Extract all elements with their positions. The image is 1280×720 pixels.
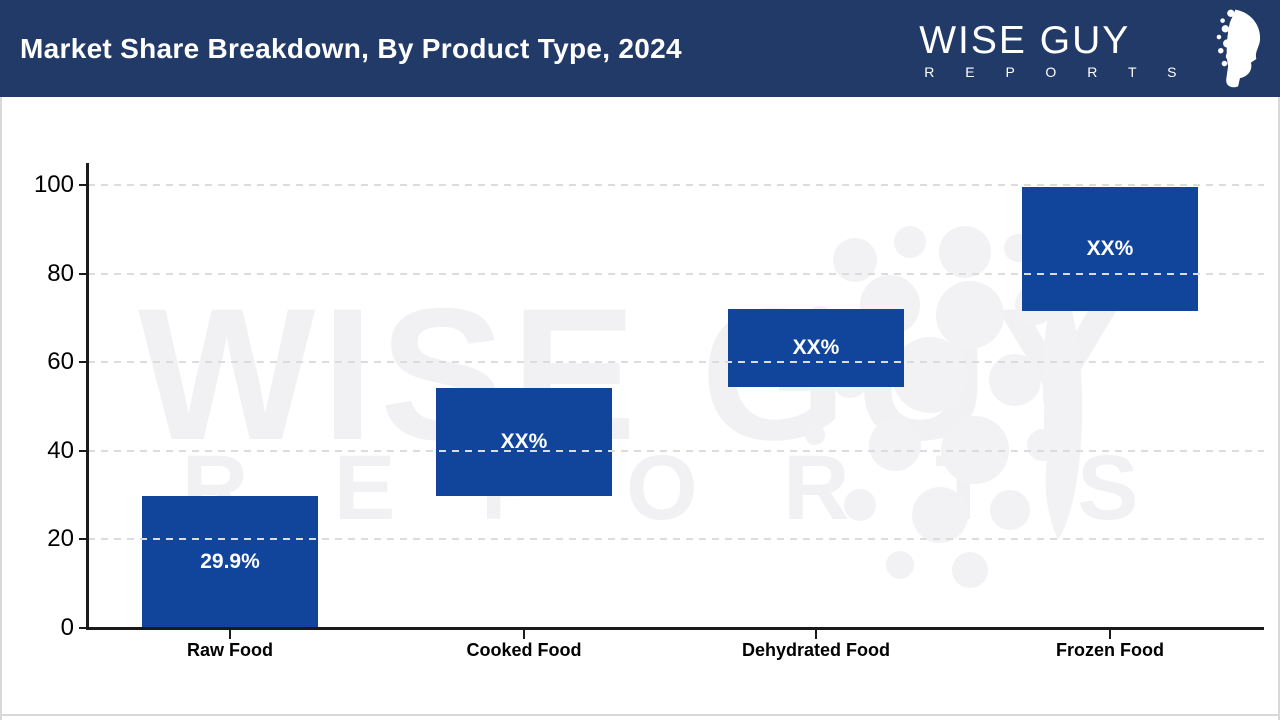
y-tick <box>79 361 88 364</box>
brand-logo: WISE GUY R E P O R T S <box>919 8 1266 92</box>
bar-label: XX% <box>500 429 548 453</box>
bar-dehydrated-food <box>728 309 904 388</box>
y-tick-label: 80 <box>47 259 74 287</box>
x-tick-label: Cooked Food <box>466 640 582 660</box>
y-tick-label: 100 <box>33 171 74 198</box>
y-tick <box>79 272 88 275</box>
y-tick-label: 0 <box>60 614 74 641</box>
logo-face-icon <box>1192 6 1266 95</box>
logo-wordmark: WISE GUY R E P O R T S <box>919 21 1190 80</box>
header-bar: Market Share Breakdown, By Product Type,… <box>0 0 1280 97</box>
page-title: Market Share Breakdown, By Product Type,… <box>20 32 682 64</box>
y-tick-label: 40 <box>47 436 74 464</box>
gridline-y40 <box>88 449 1264 452</box>
logo-wordmark-line1: WISE GUY <box>919 18 1131 62</box>
y-tick <box>79 538 88 541</box>
gridline-y80 <box>88 272 1264 275</box>
page-frame-right <box>1278 97 1280 720</box>
logo-wordmark-line2: R E P O R T S <box>924 63 1190 80</box>
x-axis-spine <box>86 627 1264 630</box>
bar-frozen-food <box>1022 186 1198 312</box>
y-tick-label: 60 <box>47 348 74 376</box>
x-tick-label: Frozen Food <box>1056 640 1164 660</box>
bar-raw-food <box>142 495 318 628</box>
watermark-face-icon <box>760 200 1090 605</box>
bar-label: XX% <box>792 336 840 360</box>
x-tick-label: Raw Food <box>187 640 273 660</box>
page-frame-left <box>0 97 2 720</box>
x-tick-label: Dehydrated Food <box>741 640 891 660</box>
y-tick <box>79 184 88 186</box>
gridline-y100 <box>88 184 1264 186</box>
x-tick <box>229 630 231 639</box>
y-tick <box>79 627 88 629</box>
x-tick <box>815 630 817 639</box>
bar-cooked-food <box>436 387 612 496</box>
y-axis-spine <box>86 163 89 630</box>
bar-label: 29.9% <box>200 549 260 573</box>
bar-label: XX% <box>1086 237 1134 260</box>
gridline-y20 <box>88 538 1264 541</box>
page-frame-bottom <box>0 714 1280 716</box>
gridline-y60 <box>88 361 1264 364</box>
x-tick <box>523 630 525 639</box>
y-tick <box>79 449 88 452</box>
y-tick-label: 20 <box>47 525 74 553</box>
x-tick <box>1109 630 1111 639</box>
